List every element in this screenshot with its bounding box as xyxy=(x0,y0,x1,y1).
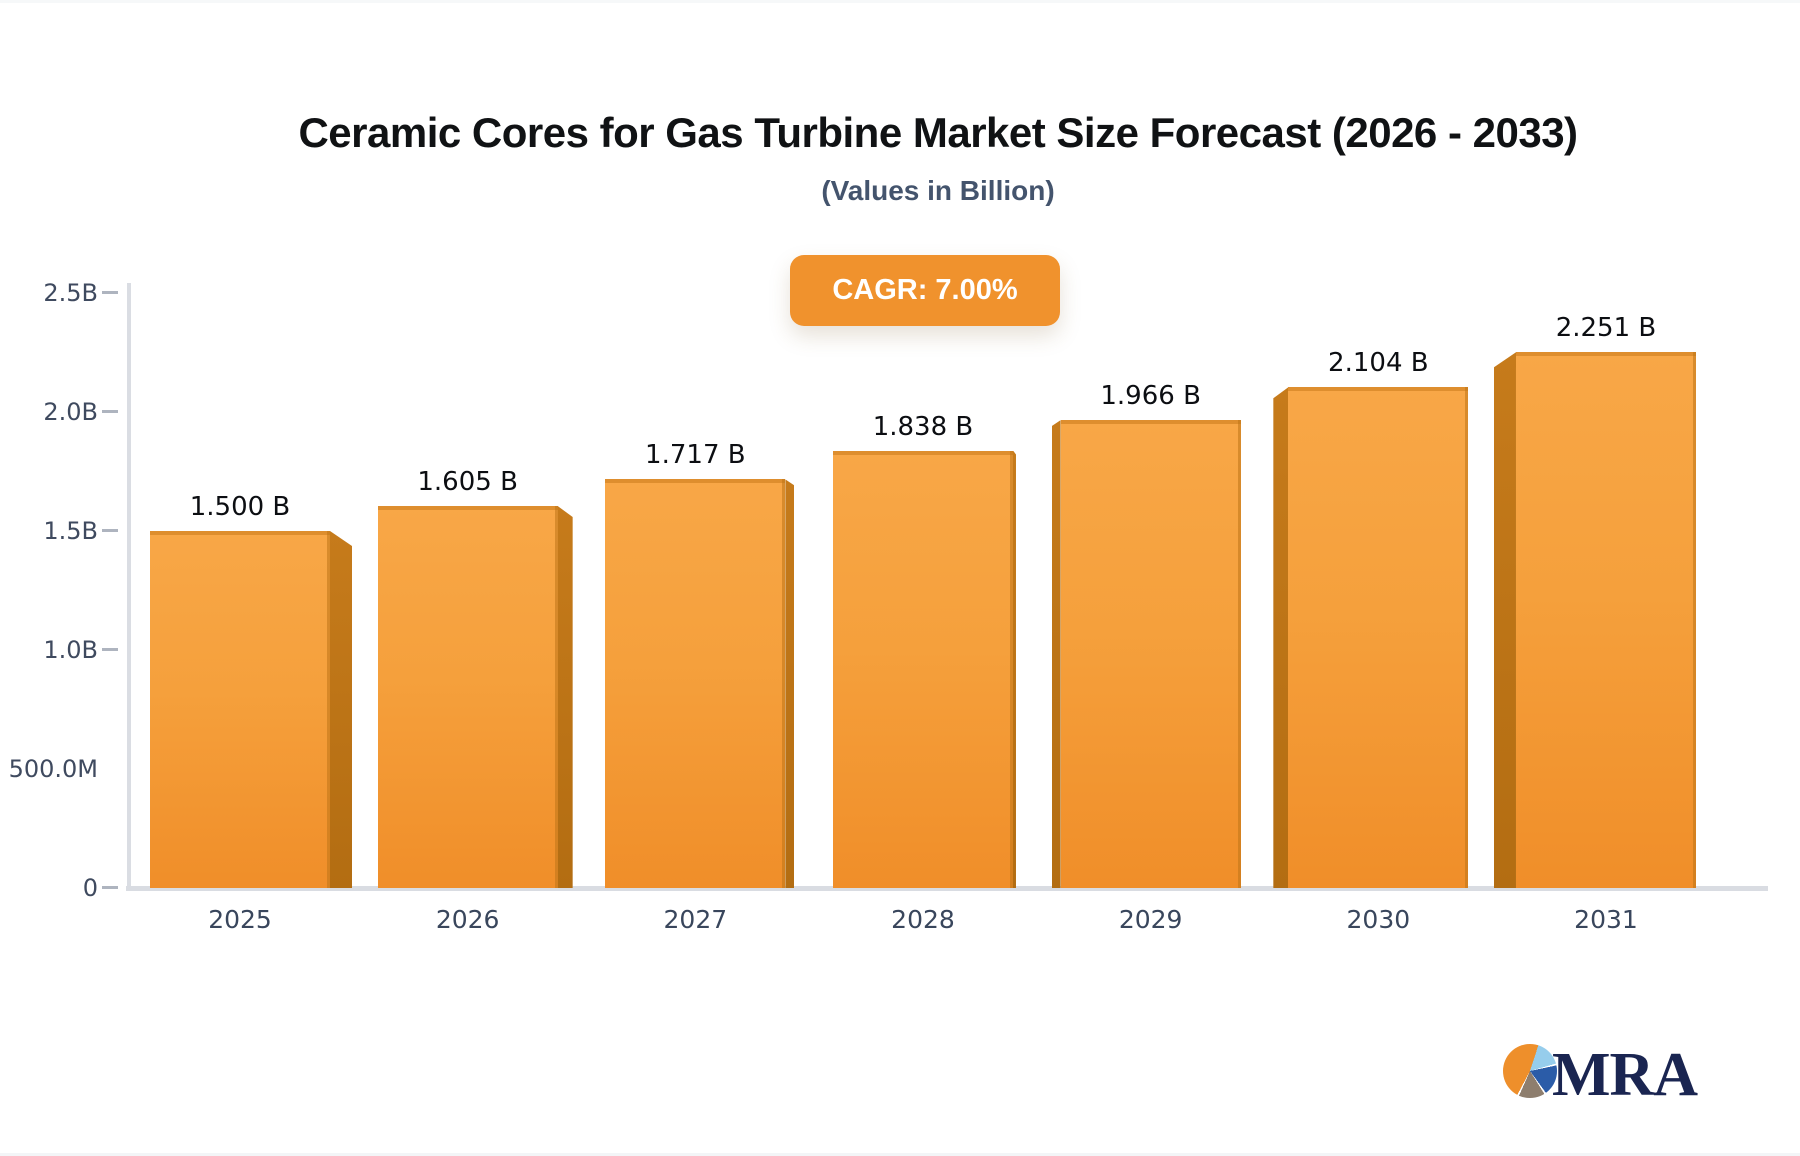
x-axis-line xyxy=(126,886,1768,891)
bar-face xyxy=(1060,420,1241,888)
y-axis-tick xyxy=(102,886,118,889)
x-axis-label: 2030 xyxy=(1346,905,1411,934)
bar-top-edge xyxy=(1060,420,1241,425)
bar-side-3d xyxy=(330,531,352,888)
bar-side-3d xyxy=(785,479,795,888)
pie-chart-icon xyxy=(1503,1044,1557,1098)
bar-face xyxy=(150,531,330,888)
x-axis-label: 2026 xyxy=(435,905,500,934)
bar-2031[interactable] xyxy=(1493,352,1696,888)
y-axis-label: 2.0B xyxy=(43,398,98,426)
y-axis-line xyxy=(127,283,131,889)
bar-face xyxy=(1515,352,1696,888)
bar-value-label: 1.966 B xyxy=(1100,381,1201,412)
bar-right-edge xyxy=(554,506,558,888)
y-axis-label: 500.0M xyxy=(8,755,98,783)
logo-text: MRA xyxy=(1552,1041,1698,1109)
bar-value-label: 2.251 B xyxy=(1555,313,1657,344)
y-axis-label: 1.5B xyxy=(43,517,98,545)
bar-right-edge xyxy=(327,531,330,888)
bar-face xyxy=(832,450,1013,888)
bar-side-3d xyxy=(557,506,573,888)
y-axis-tick xyxy=(102,410,118,413)
bar-top-edge xyxy=(1515,352,1696,357)
bar-2027[interactable] xyxy=(605,479,795,888)
bar-side-3d xyxy=(1012,450,1016,888)
bar-top-edge xyxy=(1288,387,1469,392)
bar-side-3d xyxy=(1051,420,1061,888)
bar-right-edge xyxy=(1692,352,1696,888)
x-axis-label: 2031 xyxy=(1574,905,1638,934)
y-axis-tick xyxy=(102,291,118,294)
bar-right-edge xyxy=(1009,450,1013,888)
y-axis-label: 0 xyxy=(82,874,98,902)
bar-right-edge xyxy=(1465,387,1469,888)
bar-right-edge xyxy=(1237,420,1241,888)
bar-side-3d xyxy=(1273,387,1289,888)
chart-title: Ceramic Cores for Gas Turbine Market Siz… xyxy=(298,109,1578,156)
bar-2030[interactable] xyxy=(1273,387,1469,888)
bar-value-label: 1.605 B xyxy=(417,467,518,497)
bar-2026[interactable] xyxy=(377,506,573,888)
plot-area: 2.5B 2.0B 1.5B 1.0B 500.0M 0 1.500 B 1.605 B 1.… xyxy=(0,3,1800,1153)
y-axis-label: 1.0B xyxy=(43,636,98,664)
bar-face xyxy=(1288,387,1469,888)
brand-logo: MRA xyxy=(1497,1033,1767,1117)
x-axis-label: 2029 xyxy=(1118,905,1183,934)
y-axis-label: 2.5B xyxy=(43,279,98,307)
bar-2029[interactable] xyxy=(1051,420,1241,888)
bar-face xyxy=(377,506,558,888)
bar-top-edge xyxy=(832,450,1013,455)
bar-value-label: 1.838 B xyxy=(872,411,974,442)
bar-top-edge xyxy=(377,506,558,510)
bar-value-label: 1.717 B xyxy=(645,440,746,471)
bar-top-edge xyxy=(605,479,786,484)
chart-subtitle: (Values in Billion) xyxy=(821,175,1055,206)
bar-value-label: 2.104 B xyxy=(1328,348,1429,379)
x-axis-label: 2025 xyxy=(208,905,272,934)
bar-2028[interactable] xyxy=(832,450,1016,888)
y-axis-tick xyxy=(102,648,118,651)
x-axis-label: 2027 xyxy=(663,905,728,934)
bar-top-edge xyxy=(150,531,330,535)
bar-face xyxy=(605,479,786,888)
cagr-badge: CAGR: 7.00% xyxy=(790,255,1060,326)
x-axis-label: 2028 xyxy=(891,905,955,934)
bar-2025[interactable] xyxy=(150,531,352,888)
bar-side-3d xyxy=(1493,352,1516,888)
bar-value-label: 1.500 B xyxy=(189,492,291,522)
bar-right-edge xyxy=(782,479,786,888)
y-axis-tick xyxy=(102,529,118,532)
